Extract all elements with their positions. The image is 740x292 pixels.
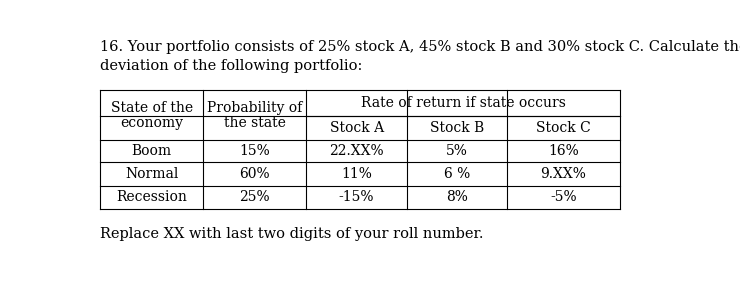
Text: 6 %: 6 % xyxy=(443,167,470,181)
Text: Recession: Recession xyxy=(116,190,187,204)
Text: Stock C: Stock C xyxy=(536,121,591,135)
Text: economy: economy xyxy=(120,117,183,131)
Text: 11%: 11% xyxy=(341,167,372,181)
Text: State of the: State of the xyxy=(110,101,192,115)
Text: 60%: 60% xyxy=(240,167,270,181)
Text: Rate of return if state occurs: Rate of return if state occurs xyxy=(361,96,565,110)
Text: Probability of: Probability of xyxy=(207,101,303,115)
Text: 16%: 16% xyxy=(548,144,579,158)
Text: Boom: Boom xyxy=(132,144,172,158)
Text: Stock B: Stock B xyxy=(429,121,484,135)
Text: the state: the state xyxy=(224,117,286,131)
Text: Replace XX with last two digits of your roll number.: Replace XX with last two digits of your … xyxy=(100,227,483,241)
Text: 16. Your portfolio consists of 25% stock A, 45% stock B and 30% stock C. Calcula: 16. Your portfolio consists of 25% stock… xyxy=(100,39,740,53)
Text: 15%: 15% xyxy=(240,144,270,158)
Text: 9.XX%: 9.XX% xyxy=(540,167,586,181)
Text: -15%: -15% xyxy=(339,190,374,204)
Text: Normal: Normal xyxy=(125,167,178,181)
Text: 22.XX%: 22.XX% xyxy=(329,144,384,158)
Text: deviation of the following portfolio:: deviation of the following portfolio: xyxy=(100,59,363,73)
Text: 8%: 8% xyxy=(445,190,468,204)
Text: 25%: 25% xyxy=(240,190,270,204)
Text: Stock A: Stock A xyxy=(329,121,383,135)
Text: 5%: 5% xyxy=(445,144,468,158)
Text: -5%: -5% xyxy=(550,190,576,204)
